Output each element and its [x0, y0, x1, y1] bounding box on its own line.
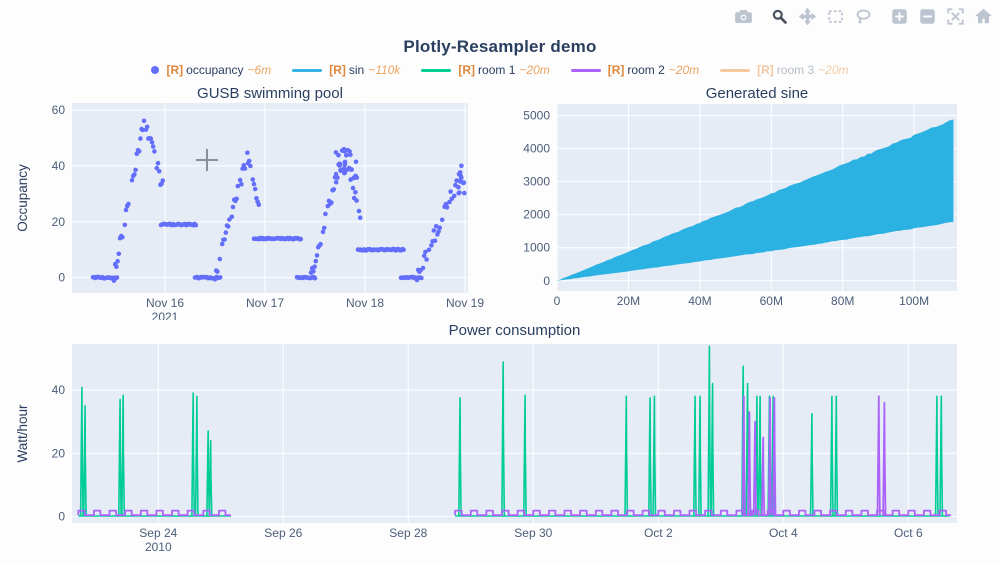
figure-title: Plotly-Resampler demo [403, 37, 597, 56]
trace-room-2 [77, 395, 951, 517]
reset-axes-icon[interactable] [972, 6, 995, 26]
box-select-icon[interactable] [824, 6, 847, 26]
legend-label-room-3: [R] room 3 ~20m [757, 63, 849, 77]
crosshair-cursor [196, 149, 218, 171]
legend-label-room-1: [R] room 1 ~20m [458, 63, 550, 77]
legend-item-room-2[interactable]: [R] room 2 ~20m [570, 63, 700, 77]
trace-occupancy [90, 118, 467, 283]
axis-tick-labels: 0 20M 40M 60M 80M 100M 0 1000 2000 3000 4000 5000 [523, 109, 929, 308]
svg-text:Oct 2: Oct 2 [644, 526, 673, 540]
legend-label-occupancy: [R] occupancy ~6m [166, 63, 272, 77]
legend-item-sin[interactable]: [R] sin ~110k [292, 63, 400, 77]
y-axis-title: Watt/hour [15, 404, 30, 463]
gridlines [72, 344, 957, 523]
legend-label-sin: [R] sin ~110k [329, 63, 401, 77]
svg-text:Sep 30: Sep 30 [514, 526, 552, 540]
svg-text:Sep 28: Sep 28 [389, 526, 427, 540]
svg-text:Sep 26: Sep 26 [264, 526, 302, 540]
svg-text:100M: 100M [899, 294, 929, 308]
autoscale-icon[interactable] [944, 6, 967, 26]
svg-text:40: 40 [52, 159, 66, 173]
legend-swatch-occupancy [151, 66, 160, 74]
chart-generated-sine[interactable]: 0 20M 40M 60M 80M 100M 0 1000 2000 3000 4000 5000 Ge… [500, 85, 1000, 320]
legend-item-room-3[interactable]: [R] room 3 ~20m [720, 63, 849, 77]
subplot-title: GUSB swimming pool [197, 85, 343, 102]
plotly-modebar [719, 6, 995, 26]
svg-text:20: 20 [52, 446, 66, 460]
zoom-in-icon[interactable] [888, 6, 911, 26]
svg-text:2021: 2021 [152, 310, 179, 320]
svg-text:Nov 18: Nov 18 [346, 296, 384, 310]
legend-swatch-room-1 [421, 68, 452, 72]
svg-text:0: 0 [58, 271, 65, 285]
lasso-select-icon[interactable] [852, 6, 875, 26]
zoom-icon[interactable] [768, 6, 791, 26]
legend-item-occupancy[interactable]: [R] occupancy ~6m [151, 63, 271, 77]
modebar-group-zoomscale [888, 6, 995, 26]
zoom-out-icon[interactable] [916, 6, 939, 26]
subplot-title: Power consumption [449, 322, 581, 339]
svg-text:60M: 60M [760, 294, 783, 308]
legend-swatch-room-2 [570, 68, 601, 72]
pan-icon[interactable] [796, 6, 819, 26]
plot-area[interactable] [72, 103, 468, 293]
modebar-group-drag [768, 6, 875, 26]
svg-text:0: 0 [543, 274, 550, 288]
svg-text:2010: 2010 [145, 540, 172, 554]
svg-text:40M: 40M [688, 294, 711, 308]
legend-item-room-1[interactable]: [R] room 1 ~20m [421, 63, 550, 77]
svg-text:Oct 4: Oct 4 [769, 526, 798, 540]
legend: [R] occupancy ~6m [R] sin ~110k [R] room 1 ~20m [… [0, 61, 1000, 79]
modebar-group-export [732, 6, 755, 26]
svg-text:0: 0 [58, 510, 65, 524]
svg-text:Oct 6: Oct 6 [894, 526, 923, 540]
svg-text:5000: 5000 [523, 109, 550, 123]
svg-text:Sep 24: Sep 24 [139, 526, 177, 540]
y-axis-title: Occupancy [15, 164, 30, 232]
svg-text:3000: 3000 [523, 175, 550, 189]
legend-swatch-room-3 [720, 68, 751, 72]
svg-text:80M: 80M [831, 294, 854, 308]
legend-swatch-sin [292, 68, 323, 72]
svg-text:Nov 17: Nov 17 [246, 296, 284, 310]
plot-area[interactable] [72, 344, 957, 523]
svg-text:Nov 19: Nov 19 [446, 296, 484, 310]
svg-text:40: 40 [52, 383, 66, 397]
camera-icon[interactable] [732, 6, 755, 26]
subplot-title: Generated sine [706, 85, 809, 102]
trace-sin [557, 119, 954, 281]
svg-text:4000: 4000 [523, 142, 550, 156]
svg-text:Nov 16: Nov 16 [146, 296, 184, 310]
svg-text:1000: 1000 [523, 241, 550, 255]
legend-label-room-2: [R] room 2 ~20m [607, 63, 700, 77]
svg-text:0: 0 [554, 294, 561, 308]
svg-text:20: 20 [52, 215, 66, 229]
svg-text:60: 60 [52, 103, 66, 117]
svg-text:2000: 2000 [523, 208, 550, 222]
svg-text:20M: 20M [617, 294, 640, 308]
